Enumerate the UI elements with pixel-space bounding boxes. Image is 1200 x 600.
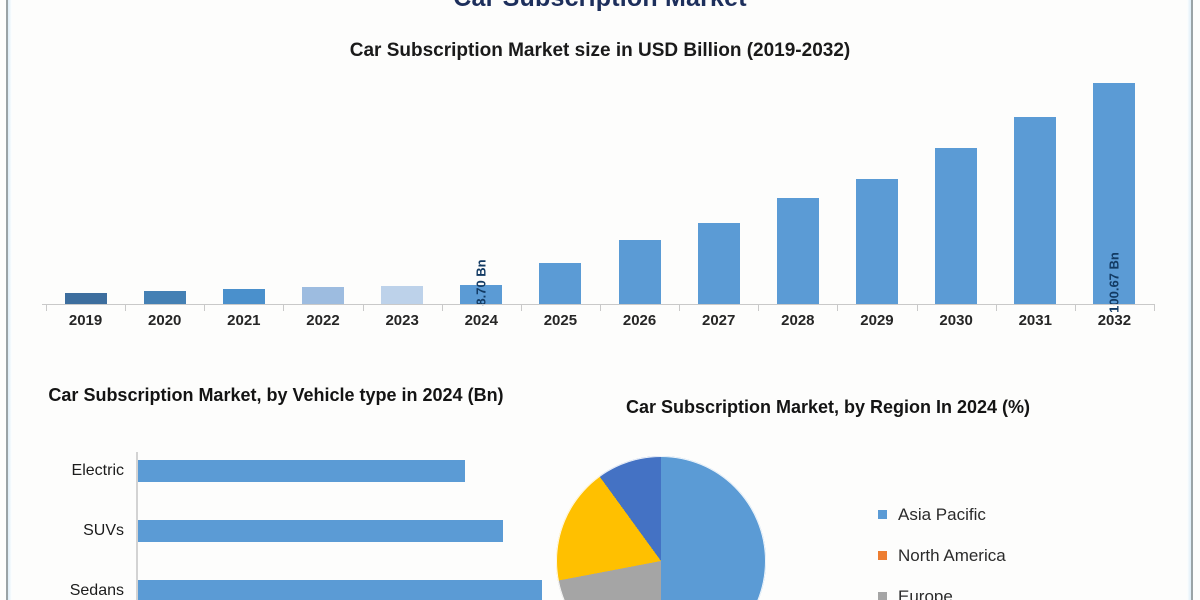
bar-column [283, 62, 362, 304]
bar [935, 147, 978, 304]
x-axis-tick [1154, 304, 1155, 311]
left-frame-border [6, 0, 8, 600]
horizontal-bar-category-label: Electric [71, 462, 124, 479]
bar-column [758, 62, 837, 304]
x-axis-tick [125, 304, 127, 311]
bar-column [837, 62, 916, 304]
bar-column [679, 62, 758, 304]
right-frame-glow [1187, 0, 1191, 600]
x-axis-tick [995, 304, 997, 311]
bar [697, 222, 740, 304]
market-size-chart-title: Car Subscription Market size in USD Bill… [349, 40, 851, 61]
x-axis-tick [46, 304, 47, 311]
bar: 8.70 Bn [460, 259, 503, 306]
x-axis-tick-label: 2021 [227, 312, 261, 329]
region-pie-legend: Asia Pacific North America Europe [878, 494, 1138, 600]
bar-column [125, 62, 204, 304]
horizontal-bar-category-label: Sedans [69, 582, 124, 599]
bar-chart-x-axis-labels: 2019 2020 2021 2022 2023 2024 2025 2026 2027 2028… [46, 312, 1154, 329]
x-axis-tick-label: 2020 [148, 312, 182, 329]
x-axis-tick-label: 2019 [68, 312, 103, 329]
bar [381, 286, 424, 304]
bar-column [46, 62, 125, 304]
x-axis-tick-label: 2022 [306, 312, 340, 329]
x-axis-tick-label: 2023 [385, 312, 419, 329]
region-pie-chart [556, 456, 766, 600]
x-axis-tick [758, 304, 760, 311]
legend-swatch-icon [878, 551, 887, 560]
x-axis-tick-label: 2024 [464, 312, 498, 329]
legend-swatch-icon [878, 592, 887, 600]
market-size-bar-chart: 8.70 Bn 100.67 Bn [46, 62, 1154, 313]
right-frame-border [1191, 0, 1193, 600]
x-axis-tick [837, 304, 839, 311]
bar-column [600, 62, 679, 304]
bar-column [204, 62, 283, 304]
legend-label: North America [898, 545, 1006, 565]
bar-column [521, 62, 600, 304]
bar [855, 178, 898, 304]
horizontal-bar-row: SUVs [83, 520, 504, 542]
x-axis-tick [283, 304, 285, 311]
bar-value-label: 8.70 Bn [473, 259, 489, 306]
horizontal-bar-fill [138, 580, 543, 600]
legend-item: Europe [878, 576, 1138, 600]
x-axis-tick [362, 304, 364, 311]
vehicle-type-axis-line [136, 452, 138, 600]
horizontal-bar-fill [138, 460, 466, 482]
horizontal-bar-fill [138, 520, 504, 542]
x-axis-tick [600, 304, 601, 311]
x-axis-tick [679, 304, 681, 311]
horizontal-bar-row: Electric [72, 460, 466, 482]
legend-label: Asia Pacific [898, 504, 986, 524]
bar: 100.67 Bn [1093, 82, 1136, 313]
x-axis-tick-label: 2026 [622, 312, 657, 329]
legend-item: North America [878, 535, 1138, 576]
bar [618, 240, 661, 304]
x-axis-tick-label: 2027 [702, 312, 736, 329]
bar-column [917, 62, 996, 304]
x-axis-tick [204, 304, 206, 311]
legend-label: Europe [898, 586, 953, 600]
bar [143, 290, 186, 304]
region-chart-title: Car Subscription Market, by Region In 20… [625, 397, 1031, 417]
x-axis-tick-label: 2025 [543, 312, 578, 329]
x-axis-tick [916, 304, 918, 311]
legend-swatch-icon [878, 510, 887, 519]
bar-column [996, 62, 1075, 304]
bar-column [363, 62, 442, 304]
x-axis-tick-label: 2031 [1018, 312, 1052, 329]
horizontal-bar-category-label: SUVs [83, 522, 124, 539]
legend-item: Asia Pacific [878, 494, 1138, 535]
horizontal-bar-row: Sedans [70, 580, 543, 600]
x-axis-tick-label: 2028 [781, 312, 815, 329]
bar-plot-area: 8.70 Bn 100.67 Bn [46, 62, 1154, 313]
bar-column: 8.70 Bn [442, 62, 521, 306]
bar [776, 198, 819, 304]
x-axis-tick [1074, 304, 1076, 311]
bar-chart-axis-line [42, 304, 1154, 305]
vehicle-type-chart-title: Car Subscription Market, by Vehicle type… [48, 385, 504, 405]
x-axis-tick-label: 2032 [1097, 312, 1132, 329]
x-axis-tick [441, 304, 443, 311]
bar-column: 100.67 Bn [1075, 62, 1154, 313]
bar [1014, 117, 1057, 304]
left-frame-glow [8, 0, 12, 600]
bar [301, 287, 344, 304]
vehicle-type-bar-chart: Electric SUVs Sedans [70, 452, 556, 600]
x-axis-tick [520, 304, 522, 311]
page-title: Car Subscription Market [0, 0, 1200, 13]
bar [222, 288, 265, 304]
bar [539, 263, 582, 304]
x-axis-tick-label: 2030 [939, 312, 973, 329]
bar [64, 292, 107, 304]
x-axis-tick-label: 2029 [860, 312, 894, 329]
